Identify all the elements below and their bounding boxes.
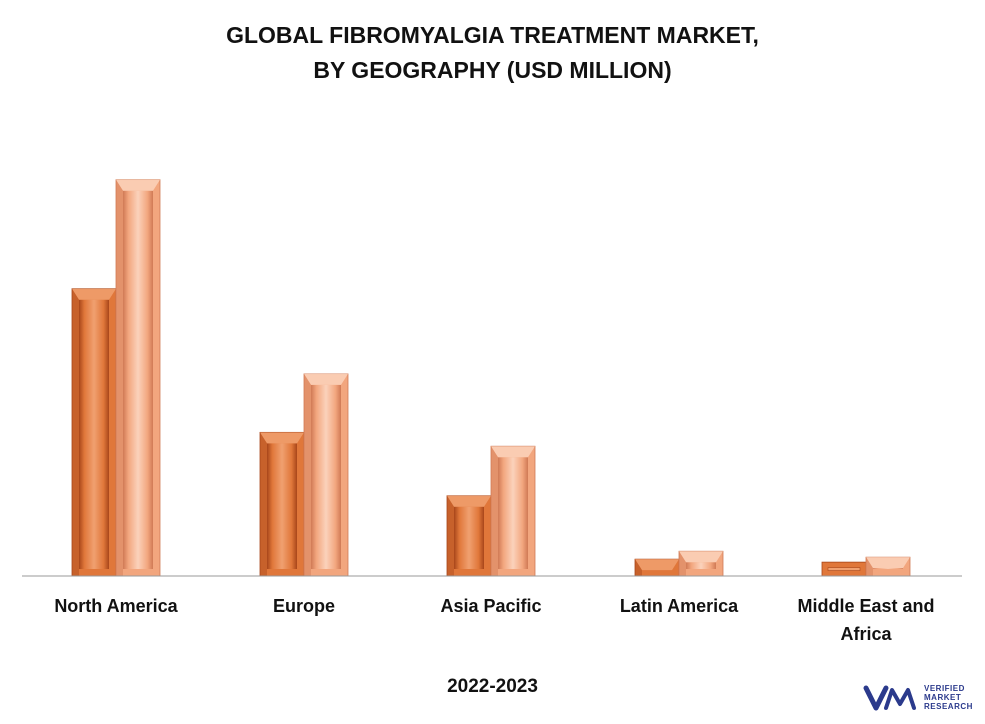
chart-title-line-2: BY GEOGRAPHY (USD MILLION) [313,57,672,83]
logo-text-line-3: RESEARCH [924,702,973,711]
bar-s0-1 [259,431,305,577]
bar-s0-2 [446,495,492,577]
chart-title: GLOBAL FIBROMYALGIA TREATMENT MARKET, BY… [0,18,985,88]
logo-text-line-2: MARKET [924,693,962,702]
bar-s0-3 [634,558,680,577]
bar-s1-2 [490,445,536,577]
x-tick-label-2: Asia Pacific [440,596,542,616]
x-tick-label-1: Europe [272,596,335,616]
bar-s0-4 [821,561,867,577]
bar-s1-4 [865,556,911,577]
vmr-logo-icon [863,685,916,711]
x-tick-label-3: Latin America [619,596,739,616]
chart-title-line-1: GLOBAL FIBROMYALGIA TREATMENT MARKET, [226,22,759,48]
bar-s1-0 [115,179,161,577]
x-tick-label-4: Middle East and Africa [797,596,935,644]
x-axis-label: 2022-2023 [447,676,538,697]
bar-s1-1 [303,373,349,577]
bar-s1-3 [678,550,724,577]
x-tick-label-0: North America [54,596,178,616]
logo-text: VERIFIED MARKET RESEARCH [924,684,973,711]
bar-s0-0 [71,288,117,577]
logo-text-line-1: VERIFIED [924,684,965,693]
